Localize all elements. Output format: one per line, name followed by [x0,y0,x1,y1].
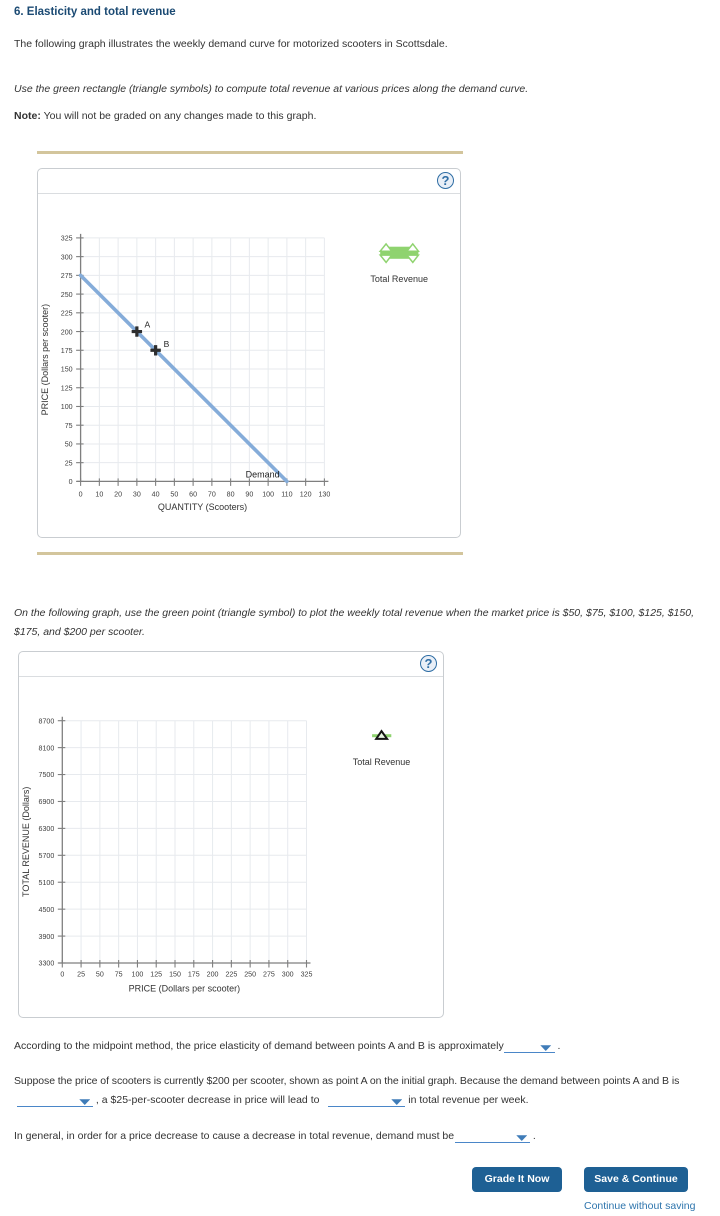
svg-text:10: 10 [95,490,103,498]
svg-text:275: 275 [61,272,73,280]
svg-text:4500: 4500 [39,906,55,914]
svg-text:80: 80 [227,490,235,498]
svg-text:75: 75 [115,971,123,979]
svg-text:Demand: Demand [246,470,280,480]
svg-text:6900: 6900 [39,798,55,806]
svg-text:0: 0 [60,971,64,979]
svg-text:150: 150 [169,971,181,979]
svg-text:3900: 3900 [39,933,55,941]
svg-text:7500: 7500 [39,771,55,779]
svg-text:325: 325 [301,971,313,979]
svg-text:60: 60 [189,490,197,498]
svg-text:90: 90 [245,490,253,498]
svg-text:30: 30 [133,490,141,498]
svg-text:300: 300 [282,971,294,979]
svg-text:125: 125 [150,971,162,979]
svg-text:B: B [164,339,170,349]
svg-text:175: 175 [188,971,200,979]
svg-text:110: 110 [281,490,292,498]
svg-text:100: 100 [132,971,144,979]
svg-text:20: 20 [114,490,122,498]
svg-text:5700: 5700 [39,852,55,860]
svg-text:0: 0 [79,490,83,498]
svg-text:QUANTITY (Scooters): QUANTITY (Scooters) [158,502,247,512]
svg-text:100: 100 [61,403,73,411]
svg-text:40: 40 [152,490,160,498]
svg-text:120: 120 [300,490,312,498]
svg-text:225: 225 [61,310,73,318]
svg-text:3300: 3300 [39,960,55,968]
svg-text:50: 50 [65,441,73,449]
svg-text:6300: 6300 [39,825,55,833]
svg-text:A: A [145,319,151,329]
svg-text:Total Revenue: Total Revenue [370,274,428,284]
svg-text:25: 25 [65,459,73,467]
svg-text:PRICE (Dollars per scooter): PRICE (Dollars per scooter) [40,304,50,416]
svg-text:250: 250 [244,971,256,979]
svg-text:175: 175 [61,347,73,355]
svg-text:250: 250 [61,291,73,299]
svg-text:200: 200 [207,971,219,979]
svg-text:PRICE (Dollars per scooter): PRICE (Dollars per scooter) [129,984,241,994]
svg-text:75: 75 [65,422,73,430]
svg-text:50: 50 [96,971,104,979]
svg-text:50: 50 [170,490,178,498]
svg-text:70: 70 [208,490,216,498]
svg-text:150: 150 [61,366,73,374]
svg-text:TOTAL REVENUE (Dollars): TOTAL REVENUE (Dollars) [21,787,31,897]
svg-text:0: 0 [69,478,73,486]
svg-text:325: 325 [61,235,73,243]
svg-text:Total Revenue: Total Revenue [353,757,411,767]
svg-text:225: 225 [225,971,237,979]
svg-text:25: 25 [77,971,85,979]
svg-text:8100: 8100 [39,744,55,752]
svg-text:200: 200 [61,328,73,336]
svg-text:130: 130 [318,490,330,498]
svg-text:100: 100 [262,490,274,498]
svg-text:125: 125 [61,384,73,392]
svg-text:8700: 8700 [39,717,55,725]
svg-text:300: 300 [61,253,73,261]
svg-text:5100: 5100 [39,879,55,887]
svg-text:275: 275 [263,971,275,979]
